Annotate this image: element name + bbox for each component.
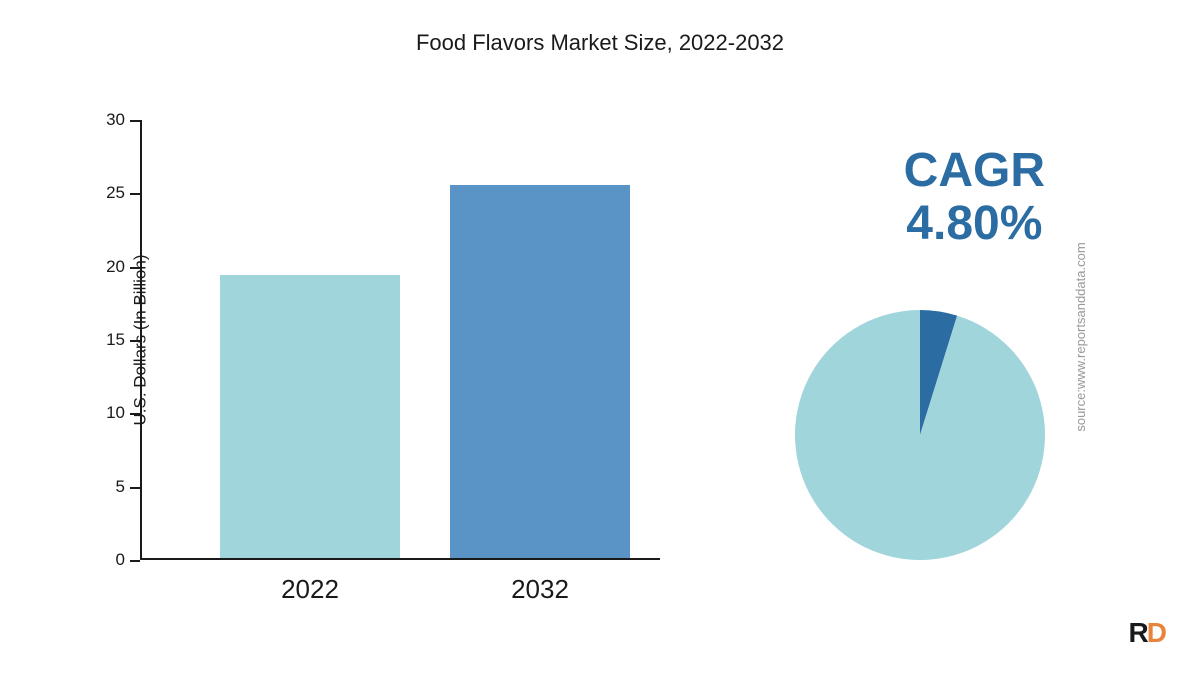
- y-tick: [130, 560, 140, 562]
- chart-title: Food Flavors Market Size, 2022-2032: [0, 30, 1200, 56]
- logo-d: D: [1147, 617, 1165, 648]
- logo-r: R: [1129, 617, 1147, 648]
- y-tick: [130, 120, 140, 122]
- y-tick: [130, 413, 140, 415]
- y-tick-label: 15: [95, 330, 125, 350]
- y-tick-label: 25: [95, 183, 125, 203]
- cagr-text: CAGR 4.80%: [904, 145, 1045, 251]
- cagr-title: CAGR: [904, 145, 1045, 198]
- x-axis-line: [140, 558, 660, 560]
- pie-chart: [795, 310, 1045, 560]
- y-tick: [130, 193, 140, 195]
- x-tick-label: 2032: [511, 574, 569, 605]
- bar-2032: [450, 185, 630, 558]
- pie-slice: [795, 310, 1045, 560]
- bar-chart: U.S. Dollars (In Billion) 051015202530 2…: [140, 120, 660, 560]
- y-tick-label: 0: [95, 550, 125, 570]
- y-tick: [130, 267, 140, 269]
- y-tick-label: 30: [95, 110, 125, 130]
- x-tick-label: 2022: [281, 574, 339, 605]
- y-axis-line: [140, 120, 142, 560]
- y-tick: [130, 340, 140, 342]
- y-tick-label: 20: [95, 257, 125, 277]
- source-attribution: source:www.reportsanddata.com: [1073, 242, 1088, 431]
- logo: RD: [1129, 617, 1165, 649]
- y-tick-label: 10: [95, 403, 125, 423]
- y-tick-label: 5: [95, 477, 125, 497]
- cagr-value: 4.80%: [904, 198, 1045, 251]
- bar-2022: [220, 275, 400, 558]
- y-tick: [130, 487, 140, 489]
